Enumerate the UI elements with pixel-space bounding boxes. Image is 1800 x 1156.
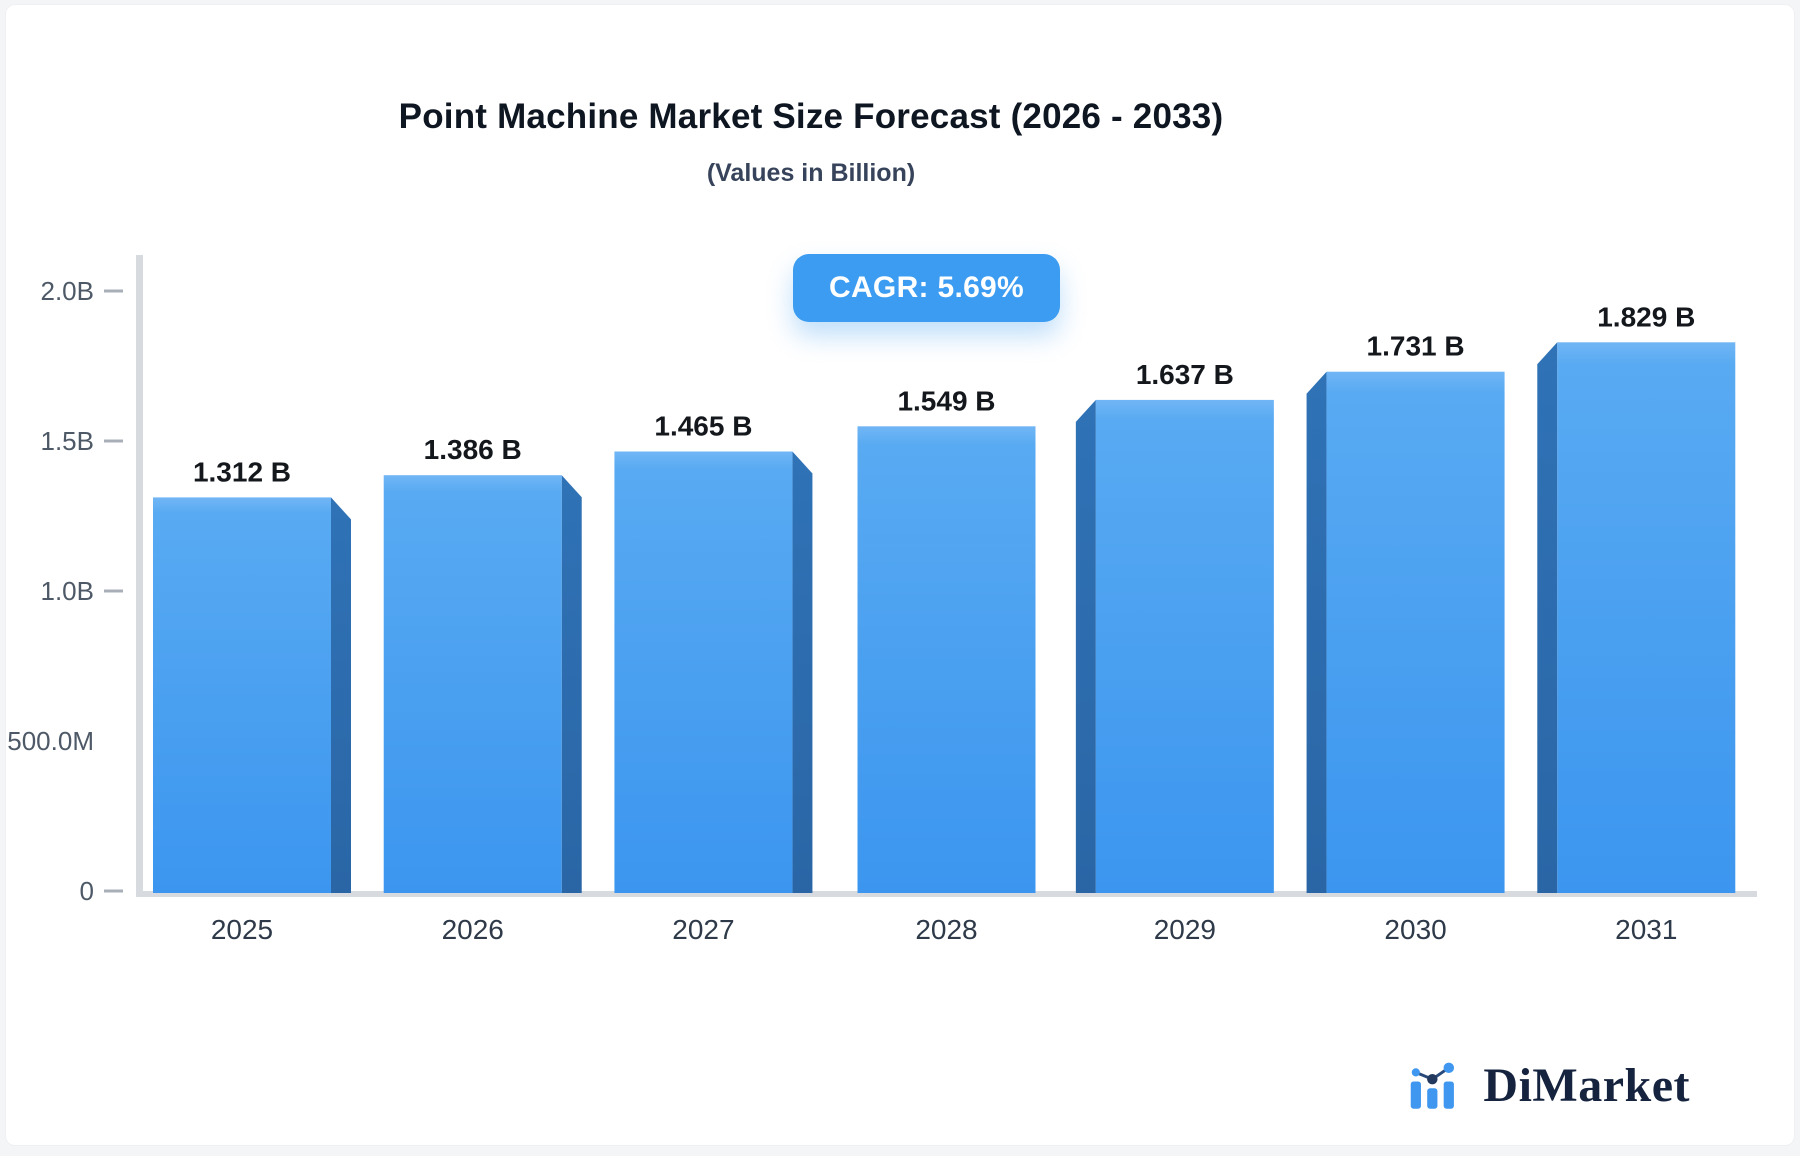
bar-side-face	[331, 497, 351, 893]
bar-side-face	[1537, 342, 1558, 893]
bar-side-face	[1075, 399, 1096, 893]
bar-value-label: 1.386 B	[424, 434, 522, 465]
x-axis-label: 2031	[1615, 914, 1677, 945]
y-tick-dash	[104, 889, 123, 893]
y-tick-label: 500.0M	[7, 726, 94, 756]
bar-side-face	[792, 451, 813, 893]
y-tick-label: 2.0B	[41, 276, 95, 306]
bar-value-label: 1.312 B	[193, 456, 291, 487]
x-axis-label: 2028	[915, 914, 977, 945]
bar-chart: 2.0B 1.5B 1.0B 500.0M 0 1.312 B 2025 1.386 B 202…	[7, 255, 1757, 945]
x-axis-label: 2026	[442, 914, 504, 945]
chart-title: Point Machine Market Size Forecast (2026…	[398, 97, 1224, 136]
bar-front-face	[1326, 371, 1505, 893]
chart-subtitle: (Values in Billion)	[706, 159, 916, 187]
bar-2027: 1.465 B 2027	[614, 411, 813, 945]
brand-logo-text: DiMarket	[1483, 1059, 1690, 1112]
y-tick-dash	[104, 289, 123, 293]
y-tick-dash	[104, 589, 123, 593]
y-axis-line	[136, 255, 143, 897]
bar-2025: 1.312 B 2025	[153, 456, 351, 945]
bar-2029: 1.637 B 2029	[1075, 359, 1274, 945]
bar-2028: 1.549 B 2028	[857, 385, 1036, 945]
bar-2031: 1.829 B 2031	[1537, 301, 1736, 945]
bar-2030: 1.731 B 2030	[1306, 331, 1505, 945]
bar-value-label: 1.731 B	[1367, 331, 1465, 362]
cagr-badge: CAGR: 5.69%	[793, 254, 1061, 322]
x-axis-label: 2027	[672, 914, 734, 945]
bar-value-label: 1.637 B	[1136, 359, 1234, 390]
bar-front-face	[153, 497, 331, 893]
brand-logo: DiMarket	[1407, 1058, 1690, 1113]
bar-side-face	[1306, 371, 1327, 893]
bar-front-face	[857, 426, 1036, 893]
bar-value-label: 1.829 B	[1597, 301, 1695, 332]
bar-front-face	[614, 451, 793, 893]
bar-front-face	[1095, 399, 1274, 893]
bar-value-label: 1.465 B	[654, 411, 752, 442]
x-axis-label: 2025	[211, 914, 273, 945]
x-axis-label: 2029	[1154, 914, 1216, 945]
y-tick-label: 0	[80, 876, 94, 906]
bar-side-face	[561, 475, 582, 893]
y-tick-label: 1.0B	[41, 576, 95, 606]
y-tick-dash	[104, 439, 123, 443]
y-tick-label: 1.5B	[41, 426, 95, 456]
bar-front-face	[383, 475, 562, 893]
x-axis-label: 2030	[1384, 914, 1446, 945]
bar-front-face	[1557, 342, 1736, 893]
bar-value-label: 1.549 B	[897, 385, 995, 416]
bar-2026: 1.386 B 2026	[383, 434, 582, 945]
x-axis-line	[136, 891, 1757, 897]
chart-header: Point Machine Market Size Forecast (2026…	[6, 97, 1616, 188]
brand-logo-icon	[1411, 1062, 1455, 1109]
chart-card: Point Machine Market Size Forecast (2026…	[5, 4, 1795, 1146]
